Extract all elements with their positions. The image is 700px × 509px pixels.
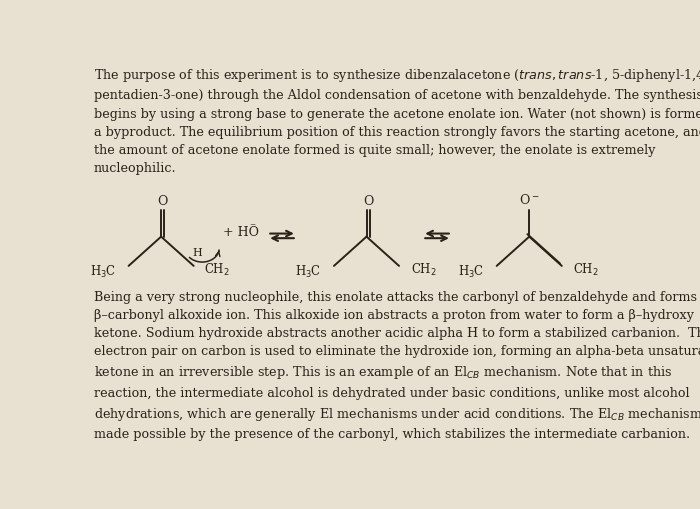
Text: O: O (363, 195, 373, 209)
Text: H$_3$C: H$_3$C (90, 264, 116, 280)
Text: H$_3$C: H$_3$C (458, 264, 484, 280)
Text: ⁻: ⁻ (249, 221, 256, 234)
Text: O: O (158, 195, 168, 209)
Text: CH$_2$: CH$_2$ (411, 262, 437, 278)
Text: H: H (193, 248, 202, 258)
Text: + HO: + HO (223, 225, 259, 239)
Text: O$^-$: O$^-$ (519, 193, 540, 208)
Text: Being a very strong nucleophile, this enolate attacks the carbonyl of benzaldehy: Being a very strong nucleophile, this en… (94, 291, 700, 441)
Text: H$_3$C: H$_3$C (295, 264, 321, 280)
Text: The purpose of this experiment is to synthesize dibenzalacetone ($\it{trans, tra: The purpose of this experiment is to syn… (94, 67, 700, 175)
Text: CH$_2$: CH$_2$ (204, 262, 230, 278)
Text: CH$_2$: CH$_2$ (573, 262, 599, 278)
